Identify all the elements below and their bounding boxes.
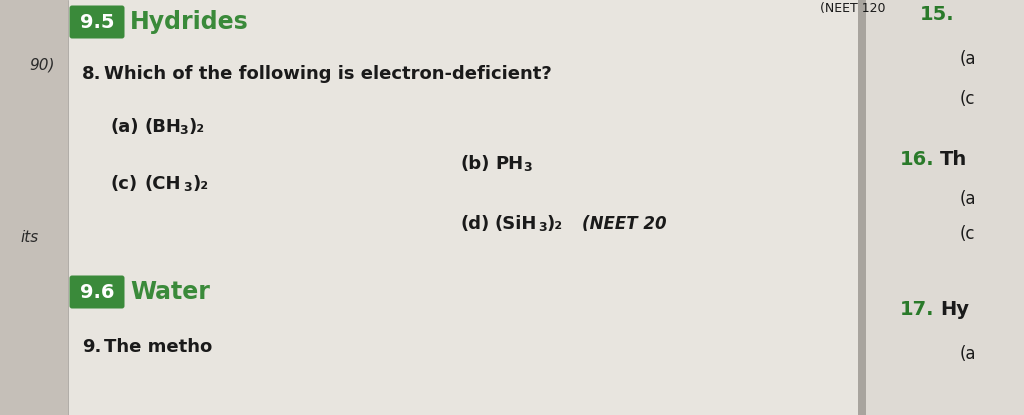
Text: (BH: (BH <box>145 118 182 136</box>
Text: (a: (a <box>961 190 977 208</box>
Bar <box>858 0 866 415</box>
Text: (c): (c) <box>110 175 137 193</box>
Text: (c: (c <box>961 90 976 108</box>
FancyBboxPatch shape <box>70 276 125 308</box>
Text: 3: 3 <box>179 124 187 137</box>
Bar <box>0 0 68 415</box>
Text: 3: 3 <box>523 161 531 174</box>
Text: The metho: The metho <box>104 338 212 356</box>
Bar <box>68 0 858 415</box>
Text: its: its <box>20 230 39 245</box>
Text: (NEET 120: (NEET 120 <box>820 2 886 15</box>
Text: 17.: 17. <box>900 300 935 319</box>
Text: (NEET 20: (NEET 20 <box>582 215 667 233</box>
Text: (a): (a) <box>110 118 138 136</box>
Text: )₂: )₂ <box>188 118 204 136</box>
Text: Hy: Hy <box>940 300 969 319</box>
Text: 15.: 15. <box>920 5 954 24</box>
Text: 9.5: 9.5 <box>80 12 115 32</box>
Text: Water: Water <box>130 280 210 304</box>
Text: Which of the following is electron-deficient?: Which of the following is electron-defic… <box>104 65 552 83</box>
Text: 90): 90) <box>30 58 54 73</box>
Text: 3: 3 <box>538 221 547 234</box>
Text: (SiH: (SiH <box>495 215 538 233</box>
Text: 3: 3 <box>183 181 191 194</box>
Text: (a: (a <box>961 345 977 363</box>
Text: )₂: )₂ <box>193 175 208 193</box>
Text: (c: (c <box>961 225 976 243</box>
Text: (d): (d) <box>460 215 489 233</box>
Text: 8.: 8. <box>82 65 101 83</box>
Text: )₂: )₂ <box>547 215 563 233</box>
Bar <box>866 0 1024 415</box>
Text: Th: Th <box>940 150 968 169</box>
Text: 16.: 16. <box>900 150 935 169</box>
Text: 9.: 9. <box>82 338 101 356</box>
Text: (a: (a <box>961 50 977 68</box>
Text: 9.6: 9.6 <box>80 283 115 302</box>
Text: (b): (b) <box>460 155 489 173</box>
Text: PH: PH <box>495 155 523 173</box>
Text: (CH: (CH <box>145 175 181 193</box>
Text: Hydrides: Hydrides <box>130 10 249 34</box>
FancyBboxPatch shape <box>70 5 125 39</box>
